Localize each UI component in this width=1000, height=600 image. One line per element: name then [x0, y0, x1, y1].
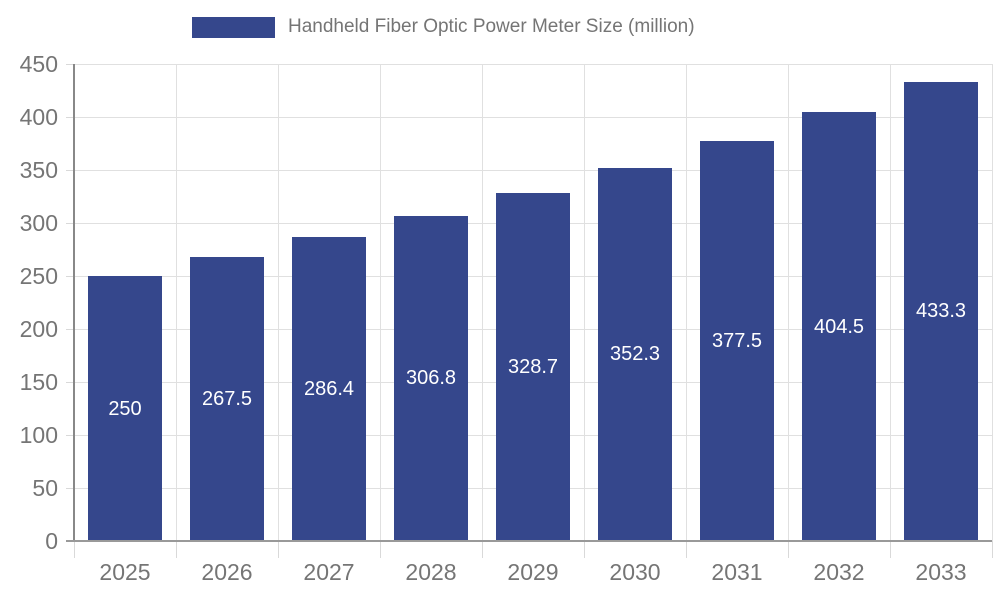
- y-axis-tick: [66, 116, 74, 118]
- x-axis-tick: [175, 541, 177, 558]
- bar-2031[interactable]: 377.5: [700, 140, 774, 541]
- legend-item[interactable]: Handheld Fiber Optic Power Meter Size (m…: [192, 16, 695, 38]
- y-axis-tick: [66, 169, 74, 171]
- y-axis-label: 200: [19, 316, 58, 342]
- bar-2029[interactable]: 328.7: [496, 192, 570, 541]
- x-axis-tick: [685, 541, 687, 558]
- y-axis-label: 50: [32, 475, 58, 501]
- gridline-horizontal: [74, 169, 992, 171]
- x-axis-tick: [277, 541, 279, 558]
- y-axis-label: 400: [19, 104, 58, 130]
- gridline-vertical: [175, 64, 177, 541]
- x-axis-tick: [379, 541, 381, 558]
- x-axis-label: 2029: [507, 559, 559, 585]
- gridline-vertical: [685, 64, 687, 541]
- bar-2028[interactable]: 306.8: [394, 215, 468, 541]
- gridline-vertical: [991, 64, 993, 541]
- bar-value-label: 433.3: [915, 300, 967, 323]
- y-axis-label: 150: [19, 369, 58, 395]
- gridline-vertical: [583, 64, 585, 541]
- gridline-vertical: [481, 64, 483, 541]
- gridline-horizontal: [74, 116, 992, 118]
- y-axis-tick: [66, 63, 74, 65]
- y-axis-label: 250: [19, 263, 58, 289]
- gridline-vertical: [379, 64, 381, 541]
- y-axis-label: 450: [19, 51, 58, 77]
- bar-2025[interactable]: 250: [88, 276, 162, 541]
- y-axis-line: [73, 64, 75, 541]
- bar-2030[interactable]: 352.3: [598, 167, 672, 541]
- gridline-vertical: [787, 64, 789, 541]
- x-axis-label: 2028: [405, 559, 457, 585]
- gridline-horizontal: [74, 63, 992, 65]
- bar-value-label: 306.8: [405, 367, 457, 390]
- y-axis-tick: [66, 487, 74, 489]
- x-axis-tick: [481, 541, 483, 558]
- bar-2027[interactable]: 286.4: [292, 237, 366, 541]
- bar-value-label: 250: [108, 397, 142, 420]
- bar-value-label: 404.5: [813, 315, 865, 338]
- y-axis-label: 100: [19, 422, 58, 448]
- y-axis-label: 0: [45, 528, 58, 554]
- bar-value-label: 352.3: [609, 343, 661, 366]
- y-axis-tick: [66, 275, 74, 277]
- legend-swatch: [192, 16, 275, 38]
- legend-label: Handheld Fiber Optic Power Meter Size (m…: [288, 16, 695, 37]
- y-axis-tick: [66, 381, 74, 383]
- y-axis-tick: [66, 434, 74, 436]
- x-axis-label: 2032: [813, 559, 865, 585]
- y-axis-tick: [66, 222, 74, 224]
- bar-value-label: 267.5: [201, 388, 253, 411]
- x-axis-label: 2026: [201, 559, 253, 585]
- x-axis-tick: [73, 541, 75, 558]
- bar-2026[interactable]: 267.5: [190, 257, 264, 541]
- gridline-vertical: [889, 64, 891, 541]
- x-axis-label: 2025: [99, 559, 151, 585]
- gridline-vertical: [277, 64, 279, 541]
- x-axis-label: 2033: [915, 559, 967, 585]
- x-axis-tick: [787, 541, 789, 558]
- bar-value-label: 286.4: [303, 378, 355, 401]
- bar-value-label: 377.5: [711, 329, 763, 352]
- bar-2032[interactable]: 404.5: [802, 112, 876, 541]
- x-axis-tick: [889, 541, 891, 558]
- x-axis-label: 2031: [711, 559, 763, 585]
- bar-value-label: 328.7: [507, 355, 559, 378]
- x-axis-label: 2030: [609, 559, 661, 585]
- y-axis-tick: [66, 328, 74, 330]
- bar-2033[interactable]: 433.3: [904, 81, 978, 541]
- x-axis-tick: [583, 541, 585, 558]
- y-axis-label: 300: [19, 210, 58, 236]
- x-axis-line: [66, 540, 992, 542]
- x-axis-tick: [991, 541, 993, 558]
- y-axis-label: 350: [19, 157, 58, 183]
- x-axis-label: 2027: [303, 559, 355, 585]
